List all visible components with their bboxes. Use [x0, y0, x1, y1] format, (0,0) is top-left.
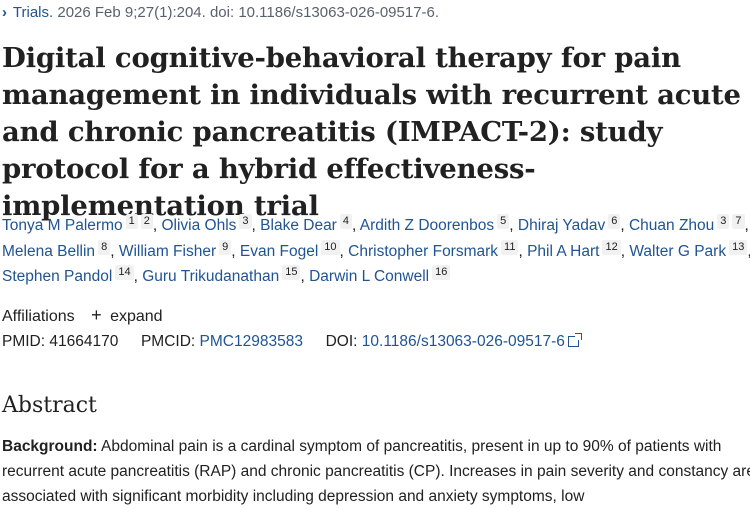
background-text: Abdominal pain is a cardinal symptom of …: [2, 438, 750, 505]
author-link[interactable]: Ardith Z Doorenbos: [359, 217, 495, 234]
affiliation-number[interactable]: 7: [732, 214, 745, 229]
author-link[interactable]: Melena Bellin: [2, 242, 96, 260]
author-link[interactable]: William Fisher: [118, 242, 217, 260]
external-link-icon: [567, 333, 582, 347]
affiliation-number[interactable]: 8: [98, 239, 111, 255]
author-link[interactable]: Tonya M Palermo: [2, 217, 123, 234]
background-label: Background:: [2, 438, 98, 455]
chevron-right-icon: ›: [2, 4, 7, 21]
pmcid-label: PMCID:: [140, 333, 196, 350]
affiliations-label: Affiliations: [2, 308, 75, 325]
pmid-label: PMID:: [2, 333, 46, 350]
pmcid-link[interactable]: PMC12983583: [199, 333, 303, 350]
abstract-heading: Abstract: [2, 393, 97, 418]
plus-icon: +: [91, 305, 102, 325]
doi-link[interactable]: 10.1186/s13063-026-09517-6: [361, 333, 582, 350]
author-link[interactable]: Guru Trikudanathan: [142, 268, 280, 285]
affiliation-number[interactable]: 2: [140, 214, 153, 229]
pmid-value: 41664170: [49, 333, 119, 350]
doi-value: 10.1186/s13063-026-09517-6: [361, 333, 565, 350]
article-title: Digital cognitive-behavioral therapy for…: [2, 42, 741, 222]
author-link[interactable]: Walter G Park: [629, 242, 727, 260]
author-link[interactable]: Stephen Pandol: [2, 268, 113, 285]
affiliation-number[interactable]: 3: [717, 214, 730, 229]
affiliation-number[interactable]: 1: [125, 214, 138, 229]
affiliation-number[interactable]: 9: [219, 239, 232, 255]
identifiers: PMID: 41664170 PMCID: PMC12983583 DOI: 1…: [2, 333, 582, 351]
affiliation-number[interactable]: 10: [321, 239, 340, 255]
affiliation-number[interactable]: 13: [729, 239, 748, 255]
author-link[interactable]: Dhiraj Yadav: [517, 217, 606, 234]
citation: › Trials. 2026 Feb 9;27(1):204. doi: 10.…: [2, 4, 439, 21]
affiliations-toggle[interactable]: Affiliations + expand: [2, 305, 163, 326]
author-link[interactable]: Chuan Zhou: [628, 217, 715, 234]
affiliation-number[interactable]: 12: [602, 239, 621, 255]
affiliation-number[interactable]: 5: [497, 214, 510, 229]
author-link[interactable]: Christopher Forsmark: [348, 242, 499, 260]
author-link[interactable]: Phil A Hart: [527, 242, 600, 260]
affiliation-number[interactable]: 15: [282, 265, 301, 280]
affiliation-number[interactable]: 16: [432, 265, 451, 280]
authors-list: Tonya M Palermo 1 2, Olivia Ohls 3, Blake D…: [2, 214, 750, 285]
affiliation-number[interactable]: 14: [115, 265, 134, 280]
citation-details: 2026 Feb 9;27(1):204. doi: 10.1186/s1306…: [57, 4, 440, 21]
affiliation-number[interactable]: 4: [339, 214, 352, 229]
author-link[interactable]: Olivia Ohls: [161, 217, 237, 234]
doi-label: DOI:: [325, 333, 358, 350]
affiliation-number[interactable]: 6: [608, 214, 621, 229]
affiliation-number[interactable]: 11: [501, 239, 519, 255]
affiliation-number[interactable]: 3: [239, 214, 252, 229]
author-link[interactable]: Blake Dear: [260, 217, 337, 234]
abstract-background: Background: Abdominal pain is a cardinal…: [2, 434, 750, 509]
author-link[interactable]: Evan Fogel: [239, 242, 319, 260]
expand-label: expand: [110, 308, 163, 325]
journal-link[interactable]: Trials.: [12, 4, 54, 21]
author-link[interactable]: Darwin L Conwell: [309, 268, 430, 285]
